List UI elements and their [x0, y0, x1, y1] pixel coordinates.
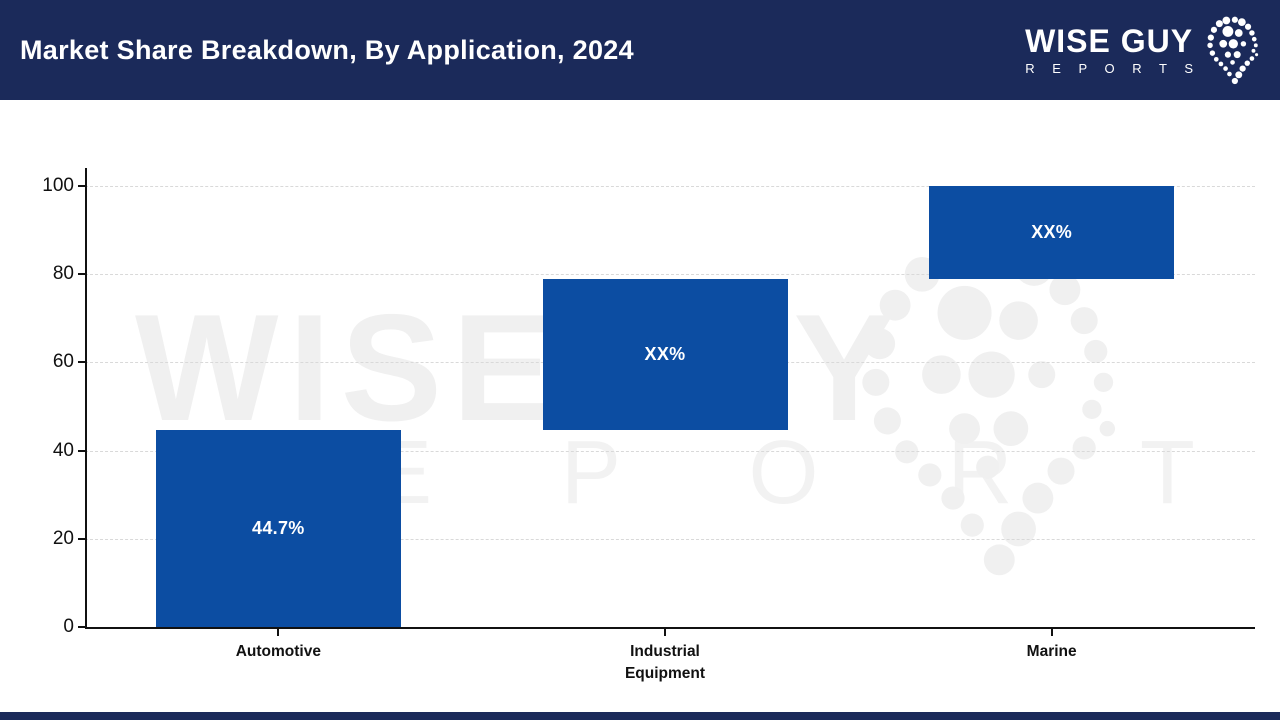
y-tick-mark: [78, 185, 85, 187]
bar-automotive: 44.7%: [155, 429, 401, 627]
x-axis-label-automotive: Automotive: [235, 643, 321, 660]
y-tick-label: 80: [52, 263, 74, 285]
y-tick-label: 0: [63, 616, 74, 637]
gridline: [85, 450, 1255, 452]
brand-head-icon: [1200, 13, 1262, 87]
bar-value-label: 44.7%: [252, 517, 305, 538]
y-tick-mark: [78, 626, 85, 628]
gridline: [85, 274, 1255, 276]
x-tick-mark: [277, 629, 280, 636]
x-axis-label-industrial-equipment: Industrial Equipment: [624, 643, 706, 682]
bar-value-label: XX%: [1031, 222, 1073, 243]
x-tick-mark: [664, 629, 666, 636]
y-axis-line: [85, 168, 87, 629]
bar-industrial-equipment: XX%: [542, 279, 788, 430]
header: Market Share Breakdown, By Application, …: [0, 0, 1280, 100]
brand-reports-label: R E P O R T S: [1025, 60, 1200, 76]
y-tick-label: 100: [42, 175, 74, 196]
y-tick-label: 40: [52, 439, 74, 461]
bar-marine: XX%: [929, 186, 1175, 280]
x-tick-mark: [1050, 629, 1053, 636]
page-title: Market Share Breakdown, By Application, …: [20, 34, 634, 65]
y-tick-mark: [78, 537, 85, 540]
gridline: [85, 186, 1255, 187]
y-tick-label: 20: [52, 527, 74, 549]
footer-bar: [0, 712, 1280, 720]
y-tick-mark: [78, 361, 85, 364]
gridline: [85, 538, 1255, 540]
x-axis-label-marine: Marine: [1026, 643, 1077, 660]
y-tick-mark: [78, 449, 85, 452]
bar-value-label: XX%: [644, 344, 686, 365]
brand-text: WISE GUY R E P O R T S: [1018, 25, 1200, 76]
x-axis-line: [85, 627, 1255, 629]
y-tick-label: 60: [52, 351, 74, 373]
brand-logo: WISE GUY R E P O R T S: [1018, 13, 1262, 87]
y-tick-mark: [78, 273, 85, 276]
brand-wiseguy-label: WISE GUY: [1025, 22, 1194, 59]
